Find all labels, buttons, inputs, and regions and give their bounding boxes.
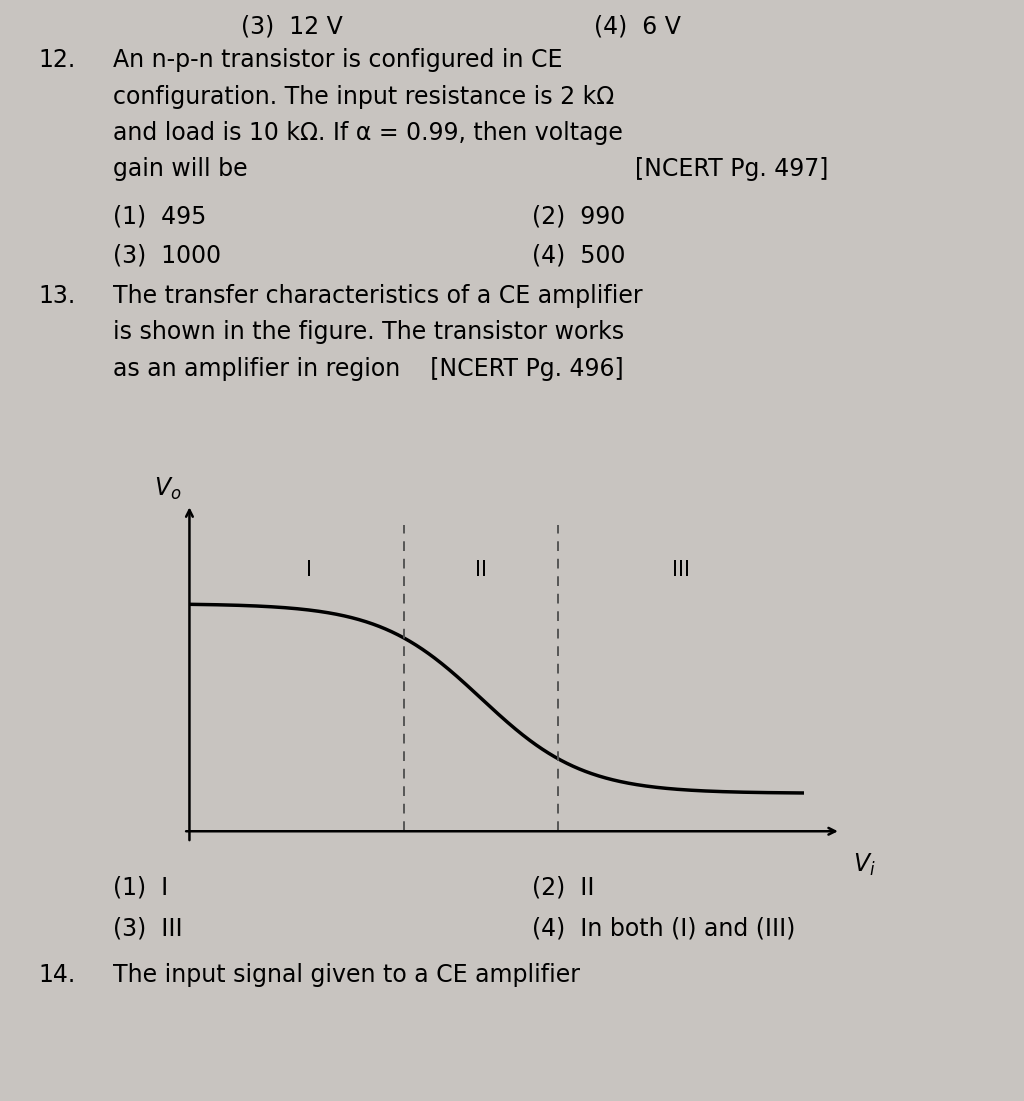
Text: 12.: 12. bbox=[39, 48, 76, 73]
Text: (1)  495: (1) 495 bbox=[113, 205, 206, 229]
Text: $V_o$: $V_o$ bbox=[155, 476, 181, 502]
Text: 14.: 14. bbox=[39, 963, 76, 988]
Text: gain will be: gain will be bbox=[113, 156, 247, 181]
Text: 13.: 13. bbox=[39, 284, 76, 308]
Text: II: II bbox=[475, 560, 487, 580]
Text: (2)  II: (2) II bbox=[532, 875, 595, 900]
Text: as an amplifier in region    [NCERT Pg. 496]: as an amplifier in region [NCERT Pg. 496… bbox=[113, 357, 624, 381]
Text: (3)  1000: (3) 1000 bbox=[113, 243, 221, 268]
Text: An n-p-n transistor is configured in CE: An n-p-n transistor is configured in CE bbox=[113, 48, 562, 73]
Text: is shown in the figure. The transistor works: is shown in the figure. The transistor w… bbox=[113, 320, 624, 345]
Text: (1)  I: (1) I bbox=[113, 875, 168, 900]
Text: The input signal given to a CE amplifier: The input signal given to a CE amplifier bbox=[113, 963, 580, 988]
Text: (4)  500: (4) 500 bbox=[532, 243, 626, 268]
Text: and load is 10 kΩ. If α = 0.99, then voltage: and load is 10 kΩ. If α = 0.99, then vol… bbox=[113, 121, 623, 145]
Text: (4)  In both (I) and (III): (4) In both (I) and (III) bbox=[532, 916, 796, 940]
Text: (3)  III: (3) III bbox=[113, 916, 182, 940]
Text: (4)  6 V: (4) 6 V bbox=[594, 14, 681, 39]
Text: III: III bbox=[672, 560, 690, 580]
Text: I: I bbox=[306, 560, 312, 580]
Text: (3)  12 V: (3) 12 V bbox=[241, 14, 342, 39]
Text: The transfer characteristics of a CE amplifier: The transfer characteristics of a CE amp… bbox=[113, 284, 642, 308]
Text: (2)  990: (2) 990 bbox=[532, 205, 626, 229]
Text: [NCERT Pg. 497]: [NCERT Pg. 497] bbox=[635, 156, 828, 181]
Text: $V_i$: $V_i$ bbox=[853, 852, 876, 877]
Text: configuration. The input resistance is 2 kΩ: configuration. The input resistance is 2… bbox=[113, 85, 614, 109]
